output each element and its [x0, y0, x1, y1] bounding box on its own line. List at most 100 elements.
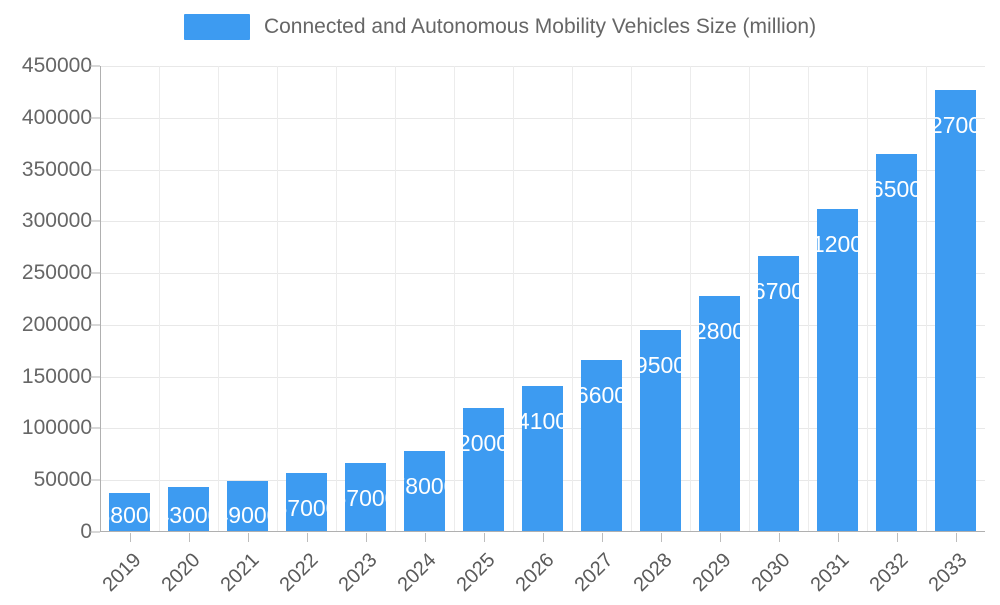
column-separator	[277, 66, 278, 532]
bar[interactable]	[521, 386, 564, 532]
bar-value-label: 38000	[109, 502, 150, 528]
x-tick-label: 2027	[570, 549, 618, 597]
column-separator	[926, 66, 927, 532]
bar-value-label-clip: 43000	[168, 502, 209, 532]
column-separator	[749, 66, 750, 532]
bar[interactable]	[285, 472, 328, 532]
bar-value-label-clip: 49000	[227, 502, 268, 532]
bar[interactable]	[108, 492, 151, 532]
legend-label: Connected and Autonomous Mobility Vehicl…	[263, 15, 817, 38]
x-tick-mark	[601, 533, 603, 542]
bar[interactable]	[875, 154, 918, 532]
bar[interactable]	[816, 208, 859, 532]
x-tick-label: 2025	[452, 549, 500, 597]
column-separator	[159, 66, 160, 532]
bar-value-label: 228000	[698, 317, 741, 344]
gridline	[100, 221, 985, 223]
bar-value-label: 166000	[580, 382, 623, 409]
bar-value-label-clip: 365000	[876, 176, 917, 206]
y-tick-label: 450000	[21, 54, 92, 77]
column-separator	[454, 66, 455, 532]
bar[interactable]	[580, 360, 623, 532]
column-separator	[218, 66, 219, 532]
bar-value-label: 267000	[757, 277, 800, 304]
bar-value-label: 141000	[521, 408, 564, 434]
x-tick-label: 2031	[806, 549, 854, 597]
column-separator	[513, 66, 514, 532]
x-tick-mark	[247, 533, 249, 542]
y-tick-label: 350000	[21, 157, 92, 181]
bar-value-label-clip: 141000	[522, 408, 563, 438]
gridline	[100, 169, 985, 171]
bar-value-label: 43000	[168, 502, 209, 528]
x-tick-mark	[719, 533, 721, 542]
bar-value-label: 195000	[639, 352, 682, 379]
gridline	[100, 66, 985, 67]
y-tick-label: 250000	[21, 261, 92, 285]
x-tick-mark	[365, 533, 367, 542]
x-tick-mark	[778, 533, 780, 542]
x-tick-label: 2032	[865, 549, 913, 597]
bar[interactable]	[403, 451, 446, 532]
bar[interactable]	[167, 487, 210, 532]
bar[interactable]	[639, 330, 682, 532]
x-tick-label: 2028	[629, 549, 677, 597]
x-tick-label: 2026	[511, 549, 559, 597]
bar[interactable]	[344, 462, 387, 532]
x-axis-line	[100, 531, 985, 532]
gridline	[100, 376, 985, 378]
bar-value-label-clip: 427000	[935, 112, 976, 142]
column-separator	[690, 66, 691, 532]
bar-value-label-clip: 38000	[109, 502, 150, 532]
x-tick-mark	[542, 533, 544, 542]
x-tick-mark	[188, 533, 190, 542]
y-axis-line	[100, 66, 101, 532]
bar-value-label: 312000	[816, 230, 859, 257]
x-tick-mark	[483, 533, 485, 542]
x-tick-mark	[955, 533, 957, 542]
x-tick-label: 2030	[747, 549, 795, 597]
bar[interactable]	[757, 255, 800, 532]
y-tick-label: 100000	[21, 416, 92, 440]
x-tick-mark	[896, 533, 898, 542]
gridline	[100, 117, 985, 119]
x-tick-mark	[424, 533, 426, 542]
bar-value-label: 67000	[345, 484, 386, 511]
bar-value-label: 49000	[227, 502, 268, 528]
x-tick-label: 2033	[924, 549, 972, 597]
y-tick-label: 200000	[21, 312, 92, 336]
x-tick-mark	[837, 533, 839, 542]
x-tick-label: 2020	[157, 549, 205, 597]
bar-value-label-clip: 120000	[463, 430, 504, 460]
y-tick-mark	[90, 117, 100, 119]
bar[interactable]	[934, 89, 977, 532]
bar[interactable]	[462, 407, 505, 532]
x-tick-mark	[660, 533, 662, 542]
gridline	[100, 324, 985, 326]
column-separator	[808, 66, 809, 532]
y-tick-label: 150000	[21, 364, 92, 388]
column-separator	[572, 66, 573, 532]
bar-value-label-clip: 228000	[699, 318, 740, 348]
y-tick-label: 300000	[21, 209, 92, 233]
column-separator	[395, 66, 396, 532]
bar-value-label-clip: 267000	[758, 278, 799, 308]
legend-swatch-icon	[183, 14, 250, 40]
bar-value-label-clip: 78000	[404, 473, 445, 503]
y-tick-mark	[90, 531, 100, 533]
x-tick-label: 2029	[688, 549, 736, 597]
x-tick-label: 2023	[334, 549, 382, 597]
y-tick-mark	[90, 376, 100, 378]
bar[interactable]	[698, 295, 741, 532]
bar-value-label-clip: 67000	[345, 485, 386, 515]
y-tick-mark	[90, 479, 100, 481]
chart-legend: Connected and Autonomous Mobility Vehicl…	[0, 14, 1000, 40]
bar-value-label: 365000	[875, 176, 918, 203]
bar-value-label: 78000	[404, 473, 445, 500]
x-tick-label: 2021	[216, 549, 264, 597]
bar[interactable]	[226, 481, 269, 532]
y-tick-mark	[90, 324, 100, 326]
y-tick-label: 50000	[33, 468, 92, 492]
y-tick-mark	[90, 272, 100, 274]
y-tick-mark	[90, 220, 100, 222]
